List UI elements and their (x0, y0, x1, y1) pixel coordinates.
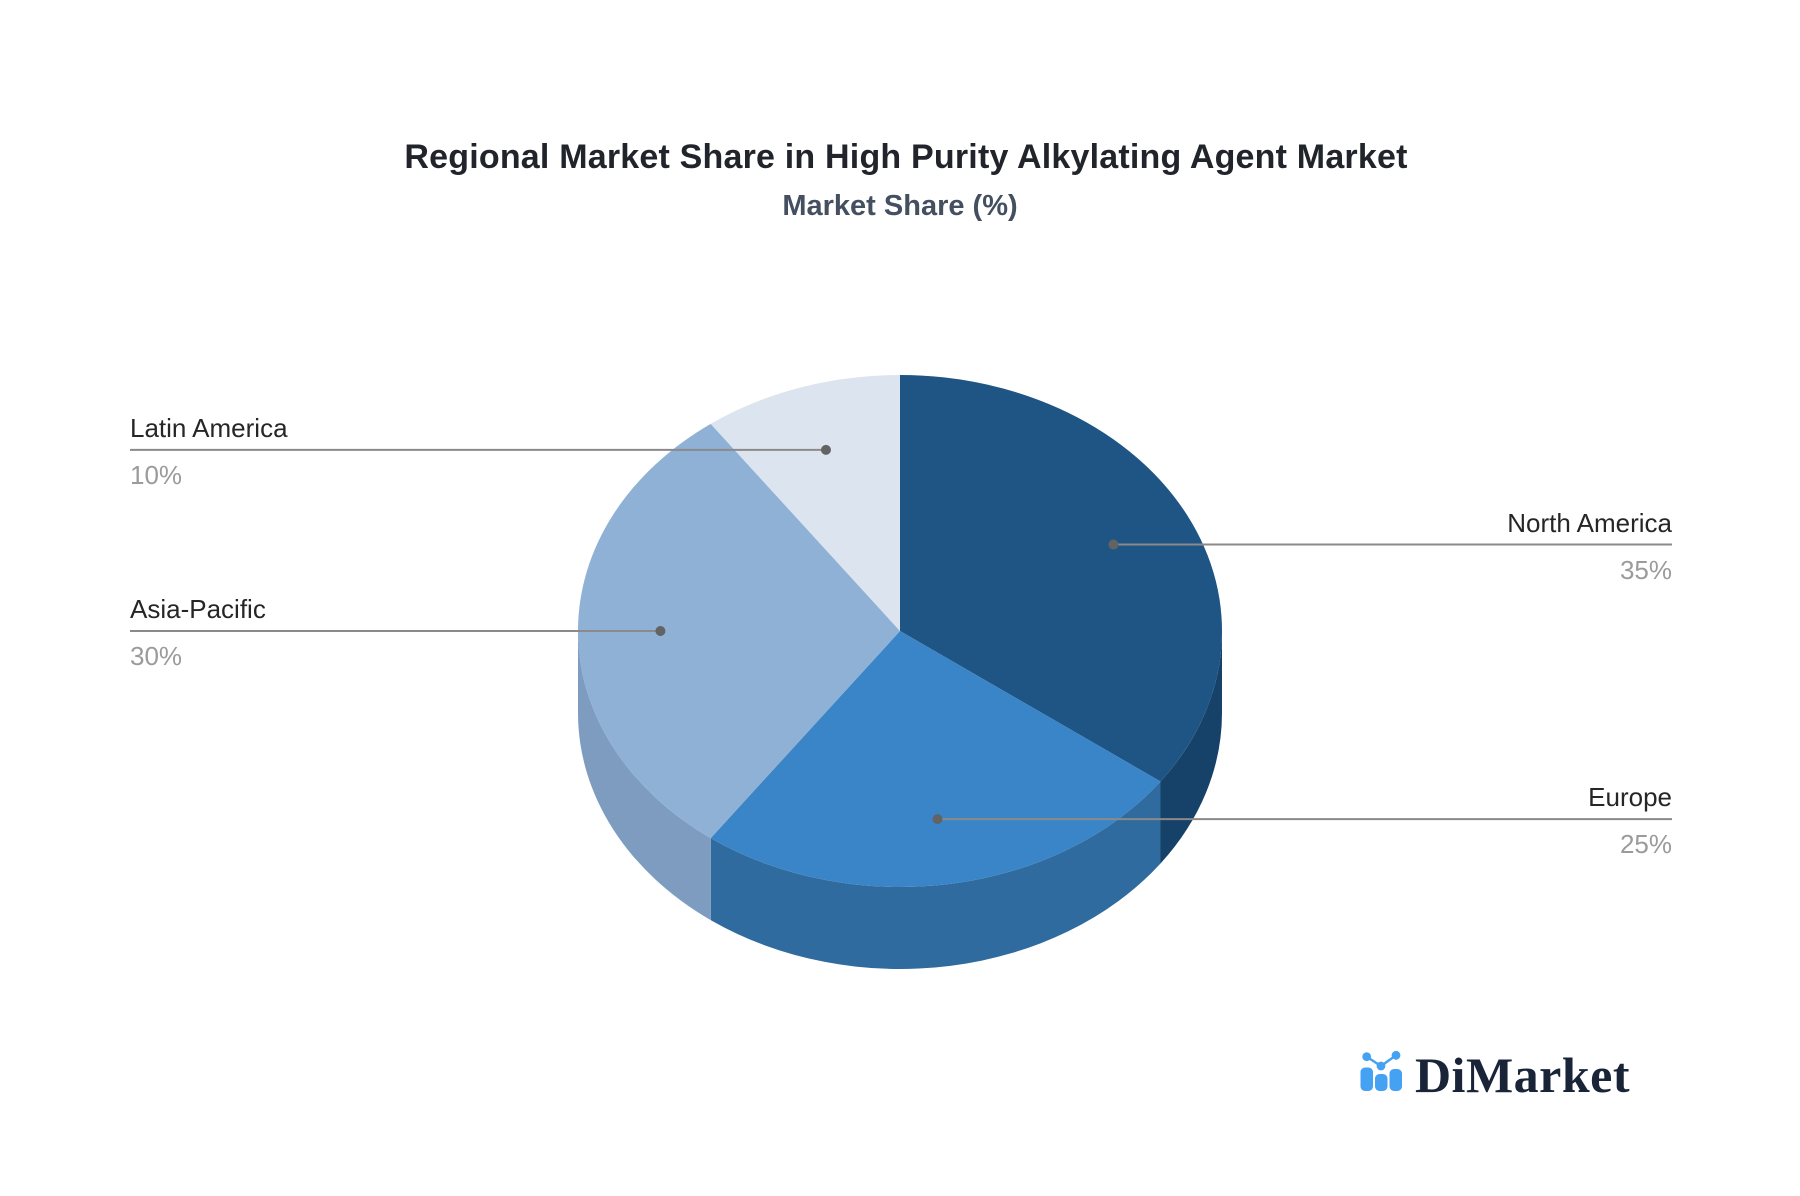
slice-percent: 25% (1619, 829, 1672, 860)
slice-name: North America (1507, 507, 1672, 538)
logo-text: DiMarket (1414, 1047, 1630, 1103)
leader-dot-north-america (1108, 539, 1119, 550)
pie-slice-europe[interactable] (710, 631, 1161, 887)
slice-percent: 35% (1619, 554, 1672, 585)
dimarket-logo: DiMarket (1356, 1047, 1630, 1103)
pie-slice-side-europe (710, 781, 1161, 969)
chart-title: Regional Market Share in High Purity Alk… (404, 138, 1408, 176)
pie-slice-asia-pacific[interactable] (577, 423, 900, 839)
pie-slice-side-asia-pacific (578, 631, 711, 921)
pie-slice-latin-america[interactable] (710, 375, 900, 631)
slice-name: Asia-Pacific (130, 594, 266, 624)
slice-name: Europe (1588, 782, 1672, 813)
slice-percent: 30% (130, 641, 183, 671)
bar-line-chart-icon (1360, 1050, 1402, 1091)
leader-dot-asia-pacific (655, 626, 666, 636)
slice-name: Latin America (130, 412, 288, 443)
chart-subtitle: Market Share (%) (782, 190, 1018, 222)
leader-dot-latin-america (820, 444, 831, 455)
slice-percent: 10% (130, 459, 183, 490)
pie-slice-north-america[interactable] (900, 375, 1222, 782)
pie-slice-side-north-america (1160, 631, 1222, 864)
leader-dot-europe (932, 814, 943, 825)
